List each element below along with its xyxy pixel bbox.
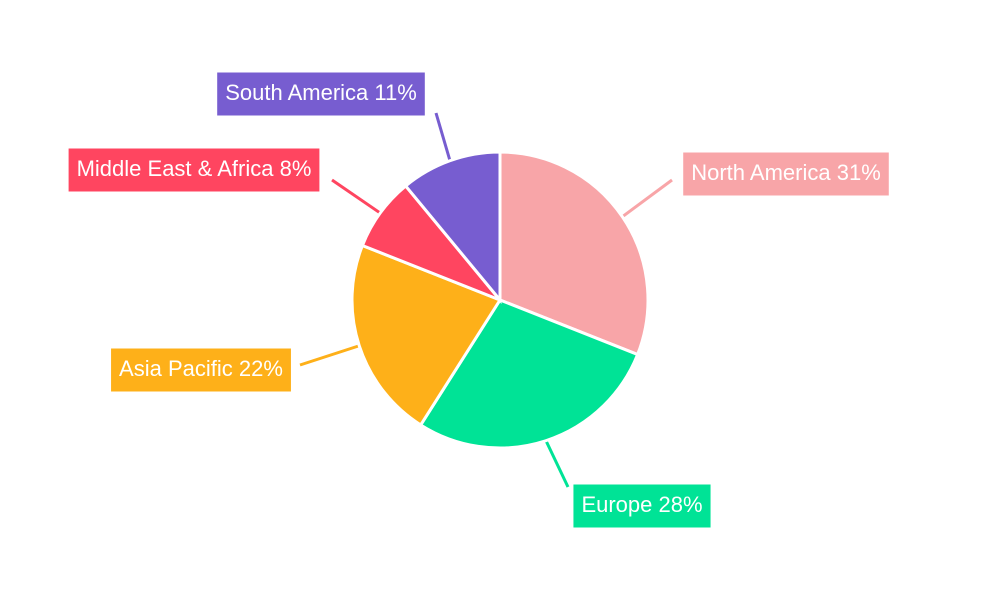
value-label: 31%	[837, 160, 881, 185]
label-box	[217, 72, 425, 116]
leader-line	[331, 178, 383, 216]
slice-label: North America 31%	[683, 152, 889, 196]
label-text: Europe 28%	[581, 492, 702, 517]
leader-line	[619, 178, 673, 220]
value-label: 28%	[659, 492, 703, 517]
label-text: South America 11%	[225, 80, 417, 105]
label-box	[573, 484, 711, 528]
pie-slice	[418, 298, 640, 450]
category-name: Asia Pacific	[119, 356, 233, 381]
category-name: Europe	[581, 492, 652, 517]
value-label: 22%	[239, 356, 283, 381]
leader-line	[434, 112, 452, 164]
pie-slice	[350, 243, 503, 428]
value-label: 11%	[374, 80, 416, 105]
slices	[350, 150, 650, 450]
slice-label: South America 11%	[217, 72, 425, 116]
labels: North America 31% Europe 28% Asia Pacific …	[68, 72, 889, 528]
pie-slice	[403, 150, 502, 305]
pie-slice	[498, 150, 650, 357]
slice-label: Middle East & Africa 8%	[68, 148, 320, 192]
leader-line	[543, 438, 570, 488]
label-text: Middle East & Africa 8%	[77, 156, 312, 181]
leader-lines	[299, 112, 673, 488]
category-name: Middle East & Africa	[77, 156, 275, 181]
label-text: North America 31%	[691, 160, 881, 185]
label-text: Asia Pacific 22%	[119, 356, 283, 381]
value-label: 8%	[280, 156, 312, 181]
category-name: South America	[225, 80, 369, 105]
slice-label: Europe 28%	[573, 484, 711, 528]
label-box	[68, 148, 320, 192]
category-name: North America	[691, 160, 831, 185]
slice-label: Asia Pacific 22%	[111, 348, 291, 392]
leader-line	[299, 343, 362, 367]
label-box	[683, 152, 889, 196]
label-box	[111, 348, 291, 392]
